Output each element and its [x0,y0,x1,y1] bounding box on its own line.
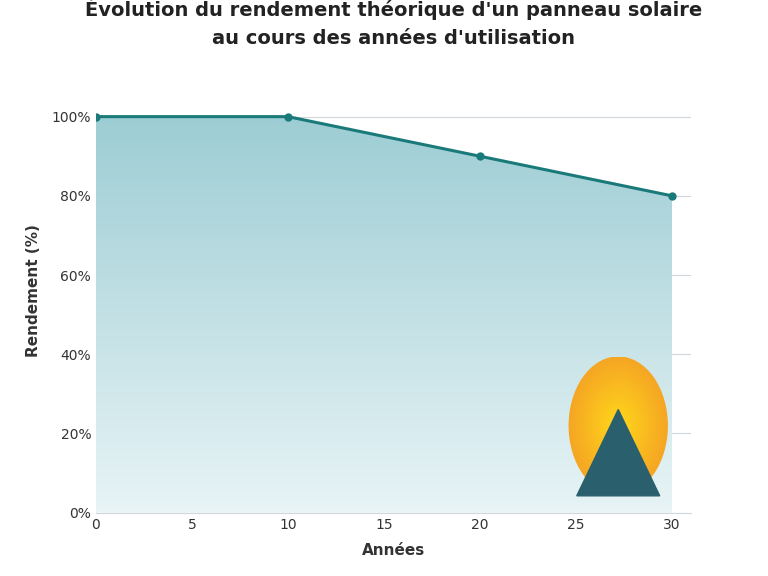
Circle shape [578,369,659,483]
Circle shape [598,398,637,453]
Circle shape [588,382,649,469]
Circle shape [584,378,653,473]
Circle shape [610,414,627,437]
Circle shape [594,392,643,460]
Circle shape [589,385,647,467]
Circle shape [605,407,631,444]
Circle shape [579,371,657,480]
Circle shape [569,357,667,494]
Circle shape [592,389,644,462]
Title: Évolution du rendement théorique d'un panneau solaire
au cours des années d'util: Évolution du rendement théorique d'un pa… [85,0,702,48]
Circle shape [582,376,654,476]
Polygon shape [577,410,660,496]
Circle shape [597,396,640,456]
Circle shape [615,421,621,430]
Circle shape [602,403,634,449]
Circle shape [617,423,620,428]
Circle shape [607,410,630,442]
Circle shape [574,364,662,487]
X-axis label: Années: Années [362,543,425,558]
Circle shape [614,419,623,433]
Circle shape [576,366,660,485]
Circle shape [591,387,646,464]
Circle shape [572,362,664,490]
Circle shape [608,412,628,439]
Circle shape [604,405,633,446]
Circle shape [601,400,636,451]
Circle shape [595,393,641,458]
Circle shape [571,359,666,492]
Circle shape [611,416,625,435]
Y-axis label: Rendement (%): Rendement (%) [25,225,41,357]
Circle shape [585,380,650,471]
Circle shape [581,373,656,478]
